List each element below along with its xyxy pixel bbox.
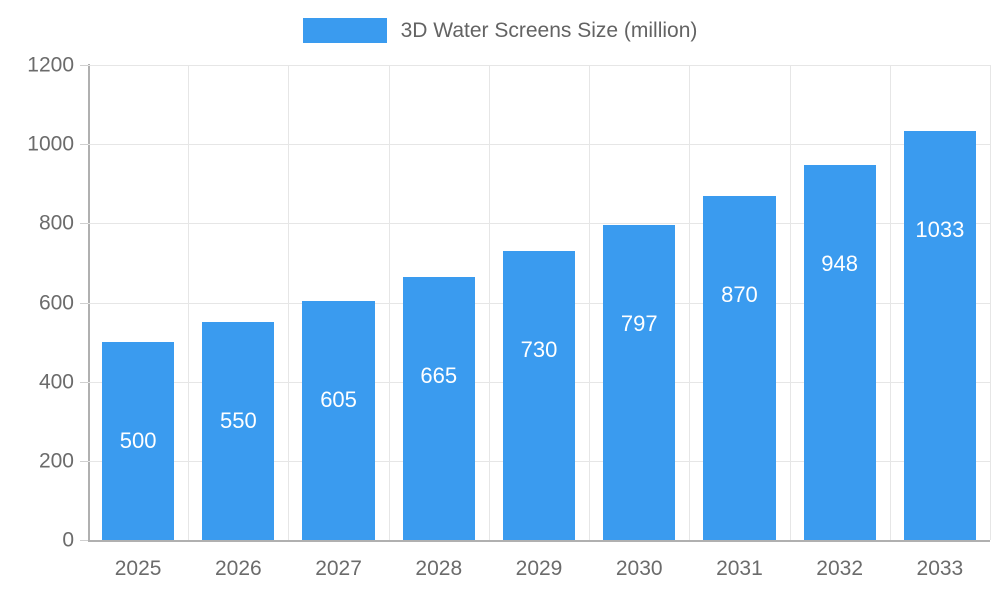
y-axis-tick-mark	[80, 144, 88, 146]
bar[interactable]	[703, 195, 776, 540]
y-axis-tick-label: 1000	[27, 132, 74, 156]
gridline-vertical	[288, 65, 289, 540]
bar[interactable]	[603, 224, 676, 540]
y-axis-tick-mark	[80, 223, 88, 225]
x-axis-tick-label: 2033	[916, 557, 964, 580]
gridline-vertical	[188, 65, 189, 540]
bar-value-label: 605	[320, 386, 357, 412]
bar[interactable]	[903, 131, 976, 540]
y-axis-tick-mark	[80, 65, 88, 66]
bar[interactable]	[302, 300, 375, 540]
x-axis-tick-label: 2025	[114, 557, 162, 580]
legend-swatch-icon[interactable]	[302, 17, 387, 43]
gridline-vertical	[990, 65, 991, 540]
bar[interactable]	[803, 164, 876, 540]
y-axis-tick-label: 600	[38, 291, 74, 314]
bar-value-label: 797	[620, 310, 658, 336]
bar[interactable]	[102, 342, 175, 540]
bar[interactable]	[502, 251, 576, 540]
x-axis-line	[88, 540, 990, 542]
gridline-vertical	[689, 65, 690, 540]
x-axis-tick-label: 2029	[515, 557, 563, 580]
plot-area: 500 550 605 665 730 797 870 948 1033	[88, 65, 991, 540]
gridline-horizontal	[88, 65, 990, 66]
x-axis-tick-label: 2032	[816, 557, 864, 580]
bar-value-label: 948	[821, 250, 859, 276]
gridline-vertical	[790, 65, 791, 540]
bar[interactable]	[202, 322, 275, 540]
y-axis-tick-mark	[80, 381, 88, 383]
bar-value-label: 550	[219, 408, 257, 434]
gridline-vertical	[389, 65, 390, 540]
y-axis-tick-label: 1200	[27, 53, 74, 77]
y-axis-tick-mark	[80, 302, 88, 304]
bar-value-label: 730	[520, 337, 558, 363]
gridline-horizontal	[88, 144, 990, 146]
legend-label: 3D Water Screens Size (million)	[400, 18, 698, 42]
x-axis-tick-label: 2030	[615, 557, 663, 580]
x-axis-tick-label: 2027	[315, 557, 362, 580]
bar[interactable]	[402, 276, 475, 540]
y-axis-tick-mark	[80, 460, 88, 462]
gridline-vertical	[890, 65, 891, 540]
gridline-vertical	[589, 65, 590, 540]
x-axis-tick-label: 2028	[415, 557, 463, 580]
y-axis-tick-label: 0	[62, 528, 74, 552]
bar-value-label: 1033	[915, 217, 965, 243]
chart-legend: 3D Water Screens Size (million)	[0, 12, 1000, 48]
x-axis-tick-label: 2031	[716, 557, 763, 580]
x-axis-tick-label: 2026	[214, 557, 262, 580]
y-axis-tick-label: 400	[38, 370, 74, 394]
gridline-vertical	[489, 65, 490, 540]
bar-value-label: 870	[721, 281, 758, 307]
y-axis-tick-label: 200	[38, 449, 74, 473]
bar-value-label: 500	[119, 428, 157, 454]
gridline-horizontal	[88, 223, 990, 225]
bar-value-label: 665	[420, 362, 458, 388]
y-axis-tick-mark	[80, 540, 88, 541]
y-axis-tick-label: 800	[38, 211, 74, 235]
